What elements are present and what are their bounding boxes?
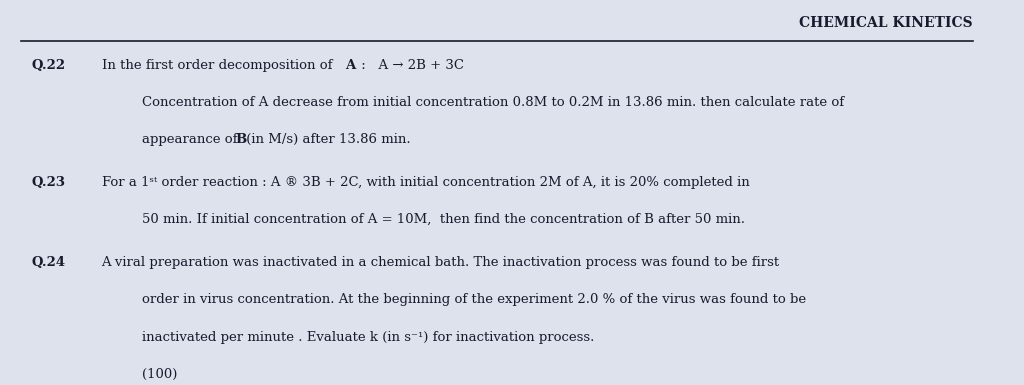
Text: A viral preparation was inactivated in a chemical bath. The inactivation process: A viral preparation was inactivated in a…	[101, 256, 779, 269]
Text: B: B	[236, 133, 247, 146]
Text: Q.22: Q.22	[32, 59, 66, 72]
Text: (in M/s) after 13.86 min.: (in M/s) after 13.86 min.	[242, 133, 411, 146]
Text: In the first order decomposition of: In the first order decomposition of	[101, 59, 336, 72]
Text: Q.24: Q.24	[32, 256, 66, 269]
Text: Concentration of A decrease from initial concentration 0.8M to 0.2M in 13.86 min: Concentration of A decrease from initial…	[141, 96, 844, 109]
Text: 50 min. If initial concentration of A = 10M,  then find the concentration of B a: 50 min. If initial concentration of A = …	[141, 213, 744, 226]
Text: Q.23: Q.23	[32, 176, 66, 189]
Text: inactivated per minute . Evaluate k (in s⁻¹) for inactivation process.: inactivated per minute . Evaluate k (in …	[141, 331, 594, 343]
Text: appearance of: appearance of	[141, 133, 242, 146]
Text: (100): (100)	[141, 368, 177, 381]
Text: A: A	[345, 59, 355, 72]
Text: For a 1ˢᵗ order reaction : A ® 3B + 2C, with initial concentration 2M of A, it i: For a 1ˢᵗ order reaction : A ® 3B + 2C, …	[101, 176, 750, 189]
Text: order in virus concentration. At the beginning of the experiment 2.0 % of the vi: order in virus concentration. At the beg…	[141, 293, 806, 306]
Text: CHEMICAL KINETICS: CHEMICAL KINETICS	[800, 16, 973, 30]
Text: :   A → 2B + 3C: : A → 2B + 3C	[357, 59, 464, 72]
